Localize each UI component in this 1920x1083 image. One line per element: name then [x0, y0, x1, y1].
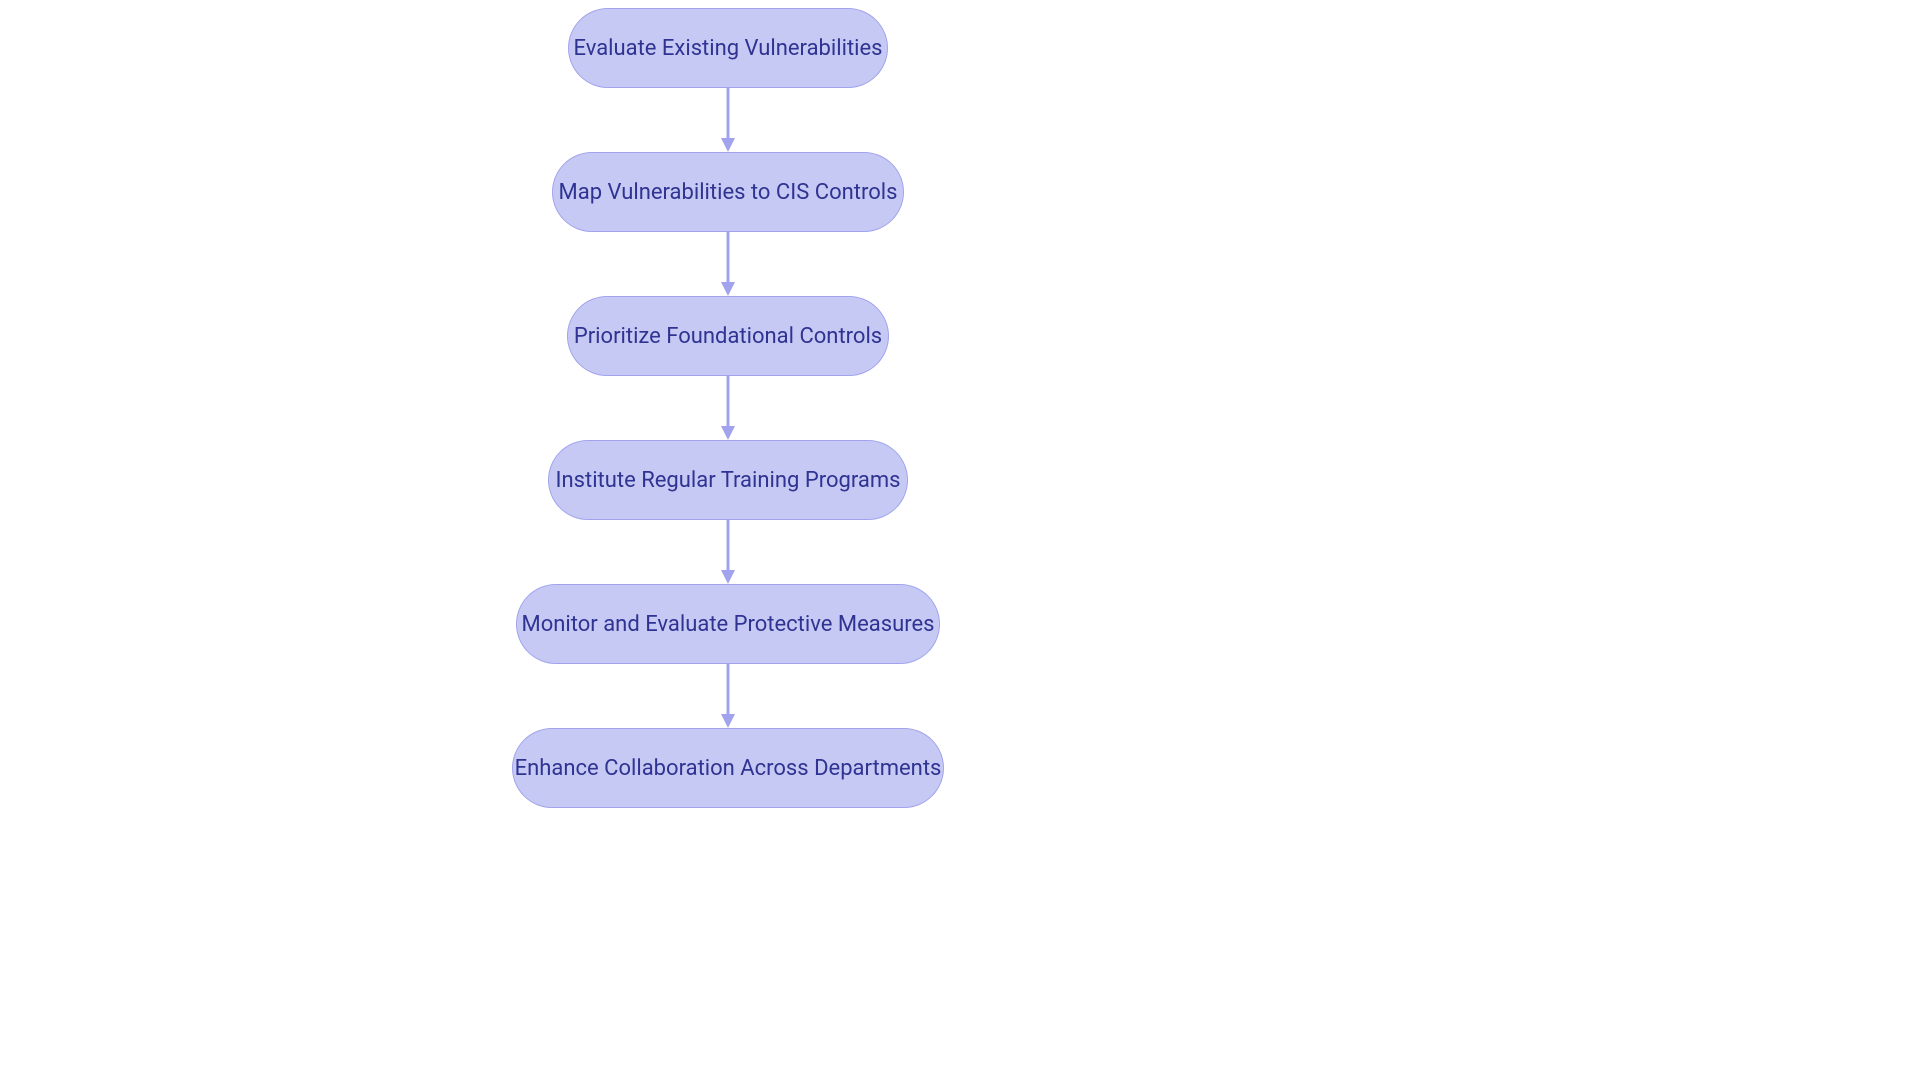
flowchart-arrow-n4-n5 [721, 520, 735, 584]
flowchart-container: Evaluate Existing Vulnerabilities Map Vul… [0, 0, 1920, 1083]
flowchart-arrow-n5-n6 [721, 664, 735, 728]
flowchart-arrow-n1-n2 [721, 88, 735, 152]
flowchart-node-n5: Monitor and Evaluate Protective Measures [516, 584, 940, 664]
flowchart-node-label: Enhance Collaboration Across Departments [515, 756, 942, 781]
flowchart-node-n2: Map Vulnerabilities to CIS Controls [552, 152, 904, 232]
flowchart-node-label: Map Vulnerabilities to CIS Controls [559, 180, 898, 205]
flowchart-node-label: Monitor and Evaluate Protective Measures [522, 612, 935, 637]
flowchart-node-label: Evaluate Existing Vulnerabilities [573, 36, 882, 61]
flowchart-node-n6: Enhance Collaboration Across Departments [512, 728, 944, 808]
flowchart-node-label: Prioritize Foundational Controls [574, 324, 882, 349]
flowchart-arrow-n3-n4 [721, 376, 735, 440]
flowchart-node-n4: Institute Regular Training Programs [548, 440, 908, 520]
flowchart-node-n1: Evaluate Existing Vulnerabilities [568, 8, 888, 88]
flowchart-node-label: Institute Regular Training Programs [556, 468, 901, 493]
flowchart-arrow-n2-n3 [721, 232, 735, 296]
flowchart-node-n3: Prioritize Foundational Controls [567, 296, 889, 376]
